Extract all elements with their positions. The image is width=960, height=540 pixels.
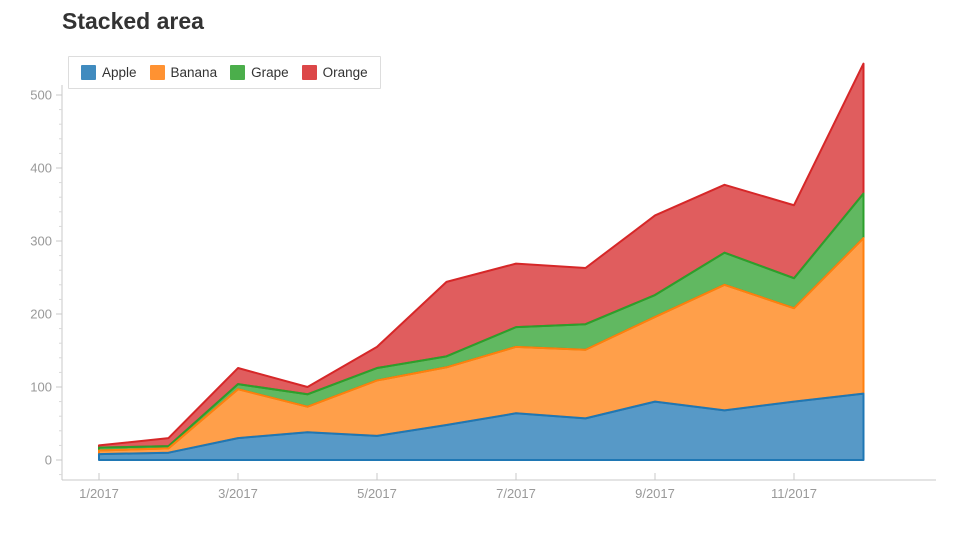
legend-label-banana: Banana bbox=[170, 65, 218, 80]
legend-label-apple: Apple bbox=[102, 65, 137, 80]
legend-swatch-banana bbox=[149, 65, 165, 80]
x-tick-label: 3/2017 bbox=[218, 486, 258, 501]
legend-label-grape: Grape bbox=[251, 65, 289, 80]
legend-item-orange[interactable]: Orange bbox=[301, 65, 368, 80]
legend: Apple Banana Grape Orange bbox=[68, 56, 381, 89]
series-areas bbox=[98, 62, 865, 461]
series-area-apple[interactable] bbox=[98, 392, 865, 461]
y-tick-label: 400 bbox=[30, 161, 52, 176]
legend-item-apple[interactable]: Apple bbox=[81, 65, 137, 80]
x-tick-label: 1/2017 bbox=[79, 486, 119, 501]
y-tick-label: 500 bbox=[30, 88, 52, 103]
legend-item-banana[interactable]: Banana bbox=[149, 65, 218, 80]
legend-swatch-apple bbox=[81, 65, 96, 80]
x-tick-label: 7/2017 bbox=[496, 486, 536, 501]
axes: 0 100 200 300 400 500 1/2017 3/2017 5/2017 7/2017… bbox=[30, 85, 936, 501]
x-tick-label: 5/2017 bbox=[357, 486, 397, 501]
legend-item-grape[interactable]: Grape bbox=[230, 65, 289, 80]
legend-swatch-grape bbox=[230, 65, 246, 80]
legend-label-orange: Orange bbox=[322, 65, 368, 80]
y-tick-label: 200 bbox=[30, 307, 52, 322]
legend-swatch-orange bbox=[301, 65, 317, 80]
y-tick-label: 0 bbox=[45, 453, 52, 468]
y-tick-label: 300 bbox=[30, 234, 52, 249]
chart-title: Stacked area bbox=[62, 8, 204, 34]
x-tick-label: 9/2017 bbox=[635, 486, 675, 501]
y-tick-label: 100 bbox=[30, 380, 52, 395]
x-tick-label: 11/2017 bbox=[771, 486, 817, 501]
